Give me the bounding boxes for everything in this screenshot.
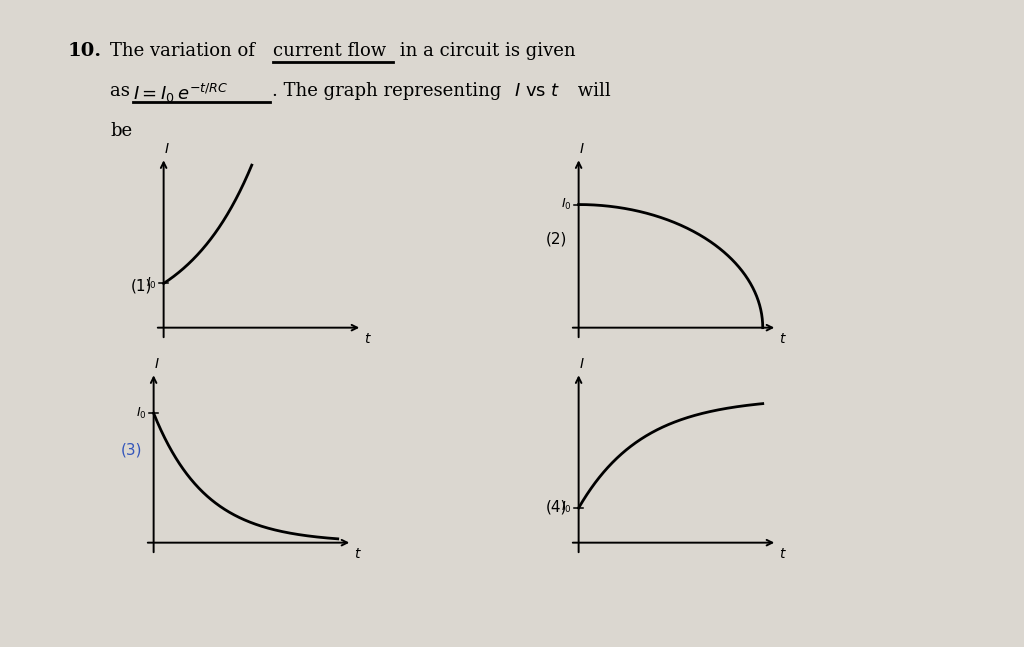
Text: $I = I_0\,e^{-t/RC}$: $I = I_0\,e^{-t/RC}$: [133, 82, 228, 105]
Text: (2): (2): [546, 232, 567, 247]
Text: $I_0$: $I_0$: [136, 406, 146, 421]
Text: $I$: $I$: [164, 142, 169, 156]
Text: (3): (3): [121, 443, 142, 457]
Text: be: be: [110, 122, 132, 140]
Text: $I$ vs $t$: $I$ vs $t$: [514, 82, 560, 100]
Text: $I$: $I$: [579, 357, 585, 371]
Text: 10.: 10.: [68, 42, 102, 60]
Text: (1): (1): [131, 279, 153, 294]
Text: The variation of: The variation of: [110, 42, 261, 60]
Text: $t$: $t$: [779, 331, 786, 345]
Text: $I$: $I$: [154, 357, 160, 371]
Text: $I_0$: $I_0$: [561, 197, 571, 212]
Text: $I$: $I$: [579, 142, 585, 156]
Text: current flow: current flow: [273, 42, 386, 60]
Text: in a circuit is given: in a circuit is given: [394, 42, 575, 60]
Text: $t$: $t$: [354, 547, 361, 560]
Text: $I_0$: $I_0$: [561, 500, 571, 516]
Text: (4): (4): [546, 499, 567, 514]
Text: as: as: [110, 82, 135, 100]
Text: will: will: [572, 82, 610, 100]
Text: $t$: $t$: [779, 547, 786, 560]
Text: . The graph representing: . The graph representing: [272, 82, 507, 100]
Text: $I_0$: $I_0$: [146, 276, 157, 291]
Text: $t$: $t$: [364, 331, 372, 345]
